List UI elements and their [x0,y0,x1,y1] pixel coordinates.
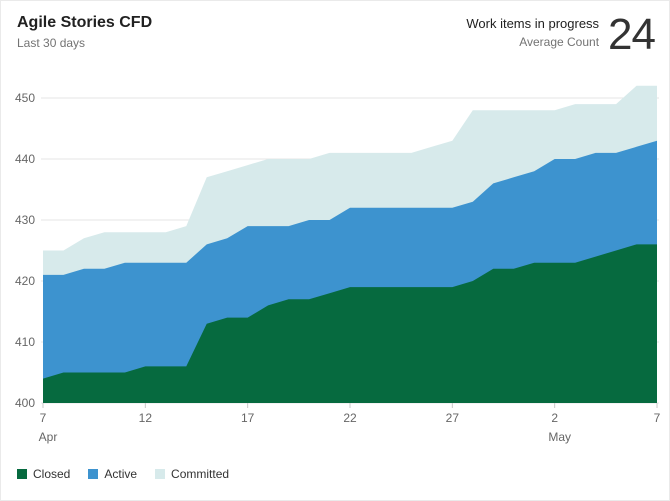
legend-label: Closed [33,467,71,481]
legend-item-closed: Closed [17,467,70,481]
y-axis-label: 450 [15,91,35,105]
chart-legend: Closed Active Committed [17,467,229,481]
x-axis-label: 7 [40,411,47,425]
legend-label: Committed [171,467,230,481]
widget-subtitle: Last 30 days [17,36,86,51]
x-axis-label: 12 [139,411,153,425]
legend-swatch-committed [155,469,166,479]
legend-item-committed: Committed [155,467,229,481]
kpi-sublabel: Average Count [519,35,600,49]
kpi-label: Work items in progress [466,16,600,31]
widget-header: Agile Stories CFD Last 30 days Work item… [1,1,669,57]
x-axis-label: 2 [551,411,558,425]
kpi-labels: Work items in progress Average Count [466,13,599,49]
legend-swatch-closed [17,469,27,479]
widget-title: Agile Stories CFD [17,14,153,31]
y-axis-label: 410 [15,335,35,349]
legend-item-active: Active [88,467,137,481]
y-axis-label: 430 [15,213,35,227]
kpi-block: Work items in progress Average Count 24 [466,10,656,59]
x-axis-label: 7 [654,411,661,425]
x-axis-label: 17 [241,411,255,425]
y-axis-label: 440 [15,152,35,166]
legend-swatch-active [88,469,99,479]
x-axis-month-label: May [548,430,571,444]
cfd-chart: 400 410 420 430 440 450 7 Apr 12 17 22 27 2 May 7 [15,85,661,444]
kpi-value: 24 [608,10,656,59]
x-axis-label: 27 [446,411,460,425]
x-axis-label: 22 [343,411,357,425]
area-closed [43,244,657,403]
y-axis-label: 420 [15,274,35,288]
legend-label: Active [104,467,138,481]
y-axis-label: 400 [15,396,35,410]
header-left: Agile Stories CFD Last 30 days [17,13,152,50]
x-axis-month-label: Apr [39,430,58,444]
